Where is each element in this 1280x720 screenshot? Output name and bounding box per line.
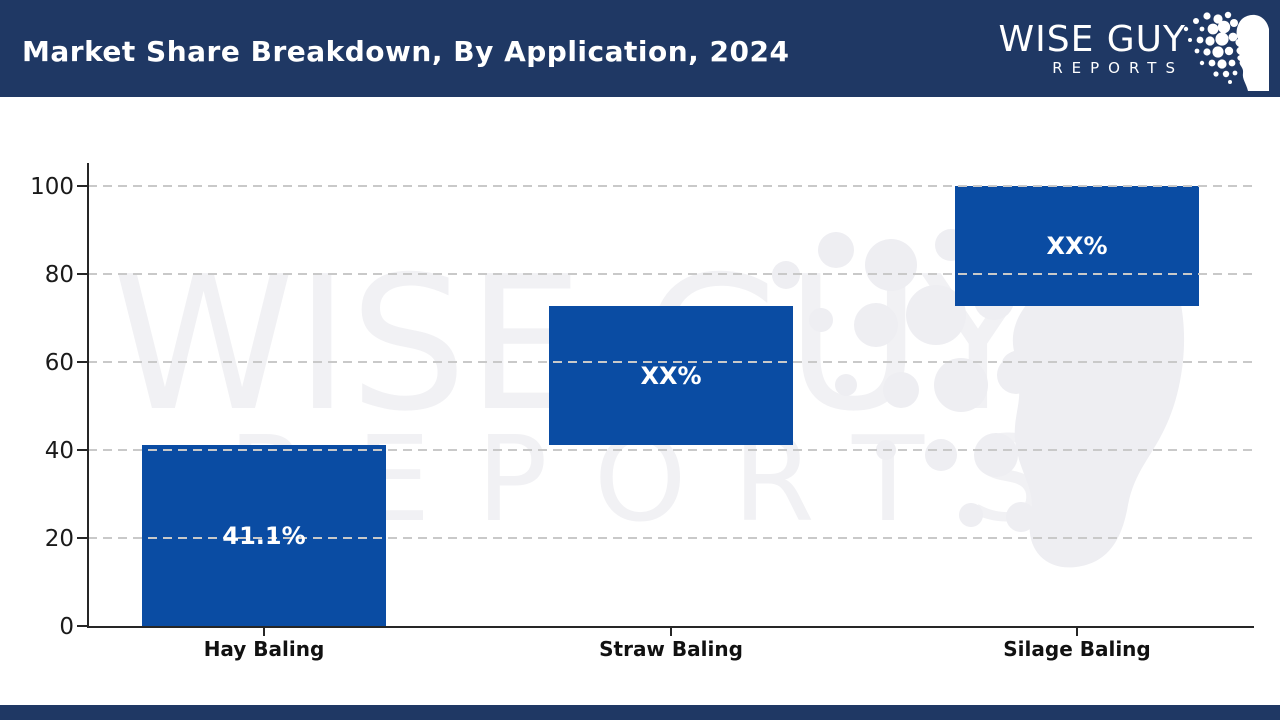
gridline-y-40: [88, 449, 1253, 451]
category-label-straw-baling: Straw Baling: [599, 637, 743, 661]
footer-bar: [0, 705, 1280, 720]
bar-value-label: XX%: [1046, 232, 1108, 261]
x-tick-mark: [670, 628, 672, 636]
y-tick-label: 20: [44, 526, 74, 552]
y-tick-mark: [77, 361, 88, 363]
x-tick-mark: [1076, 628, 1078, 636]
bar-value-label: 41.1%: [222, 521, 306, 550]
y-axis-spine: [87, 163, 89, 628]
y-tick-mark: [77, 185, 88, 187]
x-axis-spine: [87, 626, 1254, 628]
x-tick-mark: [263, 628, 265, 636]
brand-wordmark: WISE GUY: [998, 19, 1186, 60]
bar-value-label: XX%: [640, 361, 702, 390]
gridline-y-80: [88, 273, 1253, 275]
gridline-y-20: [88, 537, 1253, 539]
header-banner: Market Share Breakdown, By Application, …: [0, 0, 1280, 97]
y-tick-label: 0: [59, 614, 74, 640]
brand-logo-text: WISE GUY REPORTS: [999, 22, 1187, 76]
y-tick-mark: [77, 625, 88, 627]
y-tick-mark: [77, 537, 88, 539]
category-label-hay-baling: Hay Baling: [203, 637, 325, 661]
y-tick-label: 80: [44, 262, 74, 288]
y-tick-mark: [77, 273, 88, 275]
bar-straw-baling: [549, 306, 793, 446]
gridline-y-60: [88, 361, 1253, 363]
gridline-y-100: [88, 185, 1253, 187]
bar-hay-baling: [142, 445, 386, 626]
brand-face-icon: [1183, 11, 1269, 91]
y-tick-label: 60: [44, 350, 74, 376]
category-label-silage-baling: Silage Baling: [1003, 637, 1151, 661]
brand-logo: WISE GUY REPORTS: [999, 6, 1273, 92]
y-tick-label: 40: [44, 438, 74, 464]
brand-subtext: REPORTS: [1052, 59, 1184, 77]
page-title: Market Share Breakdown, By Application, …: [22, 35, 790, 68]
y-tick-label: 100: [30, 174, 74, 200]
y-tick-mark: [77, 449, 88, 451]
